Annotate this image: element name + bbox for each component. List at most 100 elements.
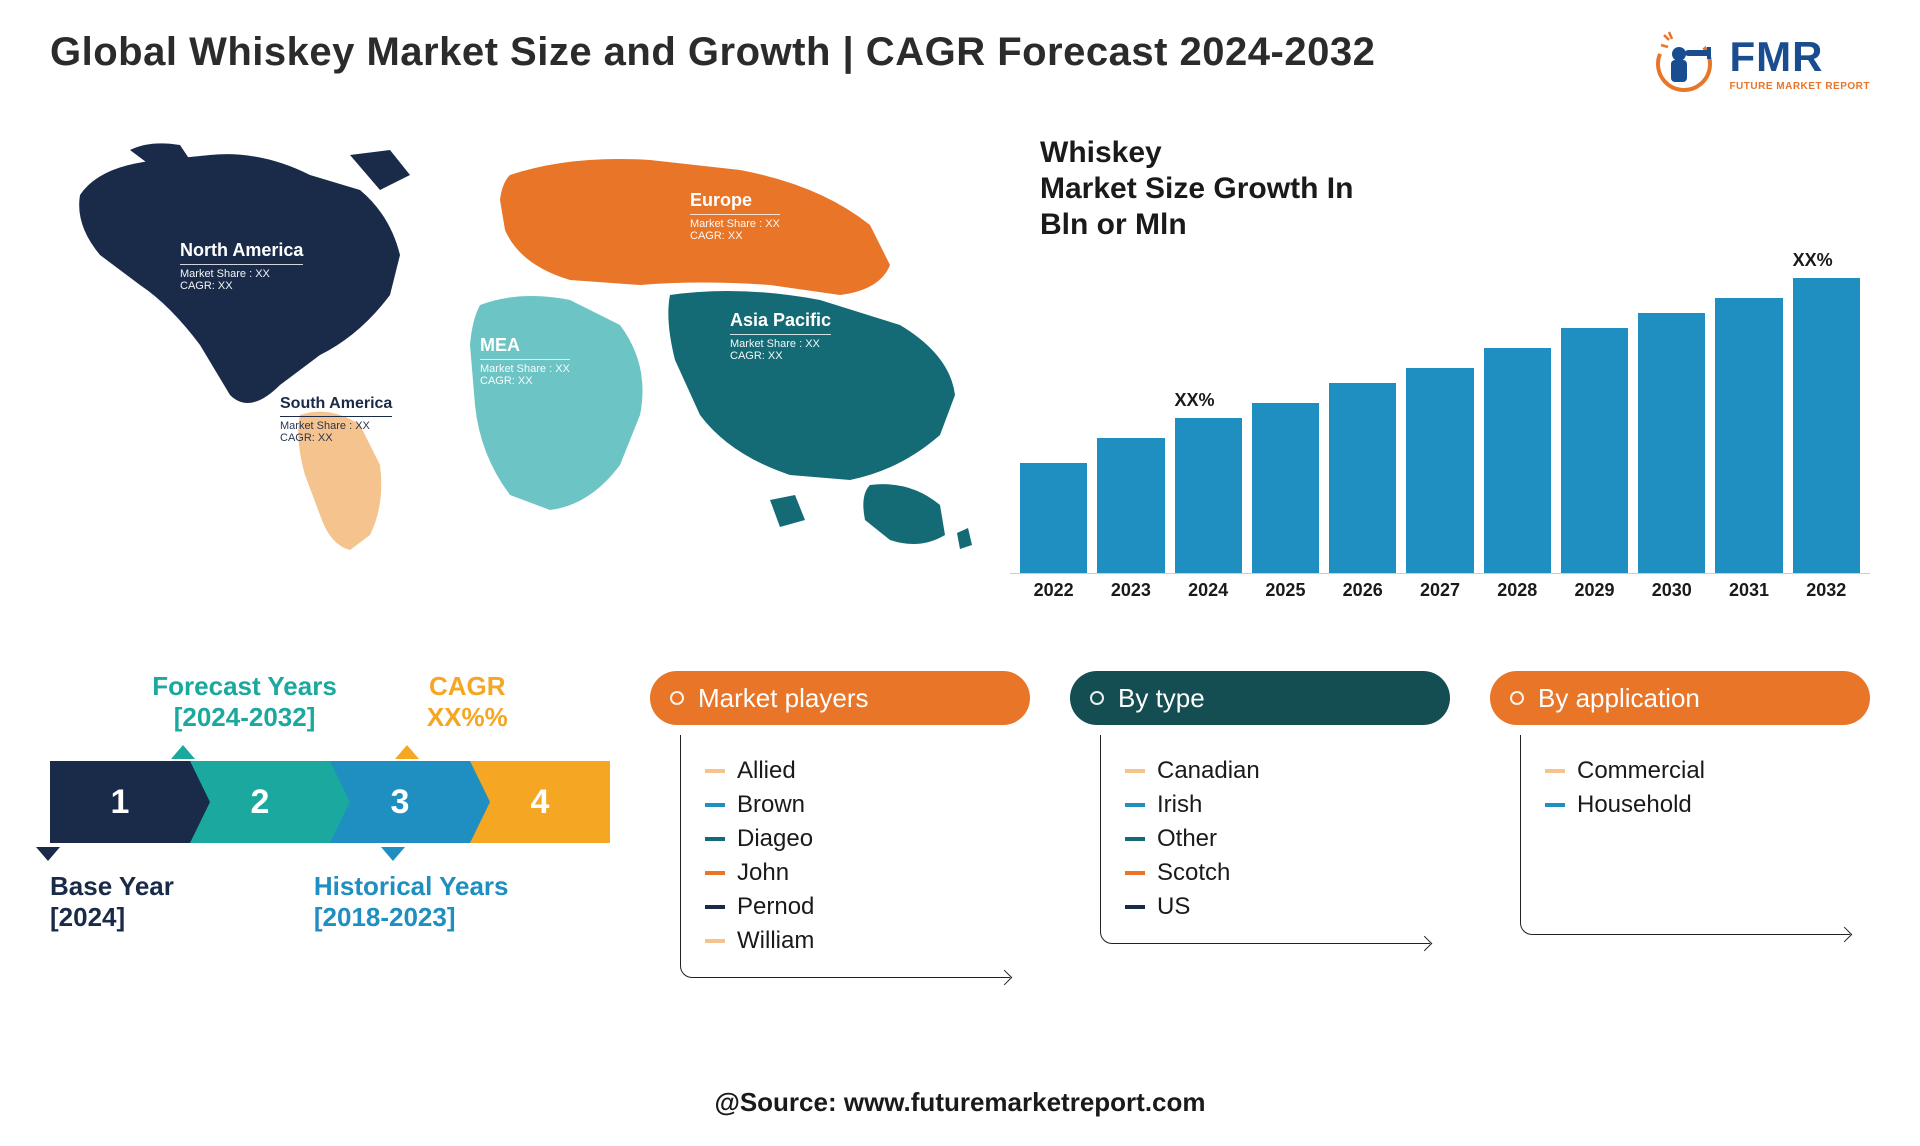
list-item: US [1125,893,1430,921]
list-item-label: Scotch [1157,859,1230,887]
xaxis-label: 2024 [1175,580,1242,601]
list-item: Commercial [1545,757,1850,785]
chart-title-3: Bln or Mln [1040,207,1870,243]
timeline: Forecast Years [2024-2032] CAGR XX%% 1 2… [50,671,610,933]
bar-col [1561,328,1628,573]
logo-text: FMR [1729,33,1870,81]
list-item-label: William [737,927,814,955]
xaxis-label: 2022 [1020,580,1087,601]
list-item-label: Allied [737,757,796,785]
list-item: John [705,859,1010,887]
pill-title-players: Market players [698,683,869,714]
bar-annot-2032: XX% [1793,250,1833,271]
hist-label: Historical Years [314,871,509,902]
color-dash-icon [705,769,725,773]
color-dash-icon [705,905,725,909]
color-dash-icon [1545,803,1565,807]
bar-col [1329,383,1396,573]
bar [1561,328,1628,573]
arrow-down-icon [381,847,405,861]
xaxis-label: 2025 [1252,580,1319,601]
world-map: North America Market Share : XX CAGR: XX… [50,135,990,555]
bar [1329,383,1396,573]
list-item: Irish [1125,791,1430,819]
color-dash-icon [705,871,725,875]
chevron-2: 2 [190,761,330,843]
bar [1715,298,1782,573]
xaxis-label: 2028 [1484,580,1551,601]
color-dash-icon [1125,837,1145,841]
list-item: Canadian [1125,757,1430,785]
source-text: @Source: www.futuremarketreport.com [0,1087,1920,1118]
bar [1484,348,1551,573]
logo: FMR FUTURE MARKET REPORT [1649,30,1870,95]
region-label-sa: South America Market Share : XX CAGR: XX [280,395,392,444]
bar-chart: Whiskey Market Size Growth In Bln or Mln… [1010,135,1870,601]
bar-col [1484,348,1551,573]
arrow-up-icon [171,745,195,759]
list-item-label: Diageo [737,825,813,853]
logo-subtext: FUTURE MARKET REPORT [1729,81,1870,92]
list-item-label: Commercial [1577,757,1705,785]
base-label: Base Year [50,871,174,902]
bar: XX% [1793,278,1860,573]
arrow-up-icon [395,745,419,759]
binoculars-person-icon [1649,30,1719,95]
region-label-eu: Europe Market Share : XX CAGR: XX [690,190,780,242]
page-title: Global Whiskey Market Size and Growth | … [50,30,1375,75]
cagr-label: CAGR [427,671,508,702]
xaxis-label: 2026 [1329,580,1396,601]
color-dash-icon [705,939,725,943]
base-range: [2024] [50,902,174,933]
list-item: Scotch [1125,859,1430,887]
section-by-application: By application Commercial Household [1490,671,1870,935]
region-label-ap: Asia Pacific Market Share : XX CAGR: XX [730,310,831,362]
list-item: Diageo [705,825,1010,853]
bar [1097,438,1164,573]
list-item-label: Household [1577,791,1692,819]
list-item-label: Brown [737,791,805,819]
list-item: William [705,927,1010,955]
list-item: Pernod [705,893,1010,921]
section-by-type: By type Canadian Irish Other Scotch US [1070,671,1450,944]
bar-col: XX% [1175,418,1242,573]
pill-title-type: By type [1118,683,1205,714]
color-dash-icon [1125,803,1145,807]
bar-col [1715,298,1782,573]
color-dash-icon [1125,769,1145,773]
xaxis-label: 2027 [1406,580,1473,601]
bar [1252,403,1319,573]
bar-col [1097,438,1164,573]
section-market-players: Market players Allied Brown Diageo John Pern… [650,671,1030,978]
list-item: Allied [705,757,1010,785]
bar [1020,463,1087,573]
chart-title-2: Market Size Growth In [1040,171,1870,207]
bar-col [1638,313,1705,573]
bar [1638,313,1705,573]
bar [1406,368,1473,573]
hist-range: [2018-2023] [314,902,509,933]
bar-col [1406,368,1473,573]
list-item-label: US [1157,893,1190,921]
pill-title-application: By application [1538,683,1700,714]
region-label-na: North America Market Share : XX CAGR: XX [180,240,303,292]
list-item-label: Other [1157,825,1217,853]
list-item: Brown [705,791,1010,819]
xaxis-label: 2032 [1793,580,1860,601]
xaxis-label: 2031 [1715,580,1782,601]
xaxis-label: 2023 [1097,580,1164,601]
color-dash-icon [1125,905,1145,909]
region-label-mea: MEA Market Share : XX CAGR: XX [480,335,570,387]
color-dash-icon [705,837,725,841]
list-item: Household [1545,791,1850,819]
xaxis-label: 2030 [1638,580,1705,601]
color-dash-icon [1545,769,1565,773]
bar-annot-2024: XX% [1175,390,1215,411]
color-dash-icon [1125,871,1145,875]
bar-col [1020,463,1087,573]
bar: XX% [1175,418,1242,573]
chart-title-1: Whiskey [1040,135,1870,171]
chevron-3: 3 [330,761,470,843]
list-item-label: Irish [1157,791,1202,819]
chevron-1: 1 [50,761,190,843]
